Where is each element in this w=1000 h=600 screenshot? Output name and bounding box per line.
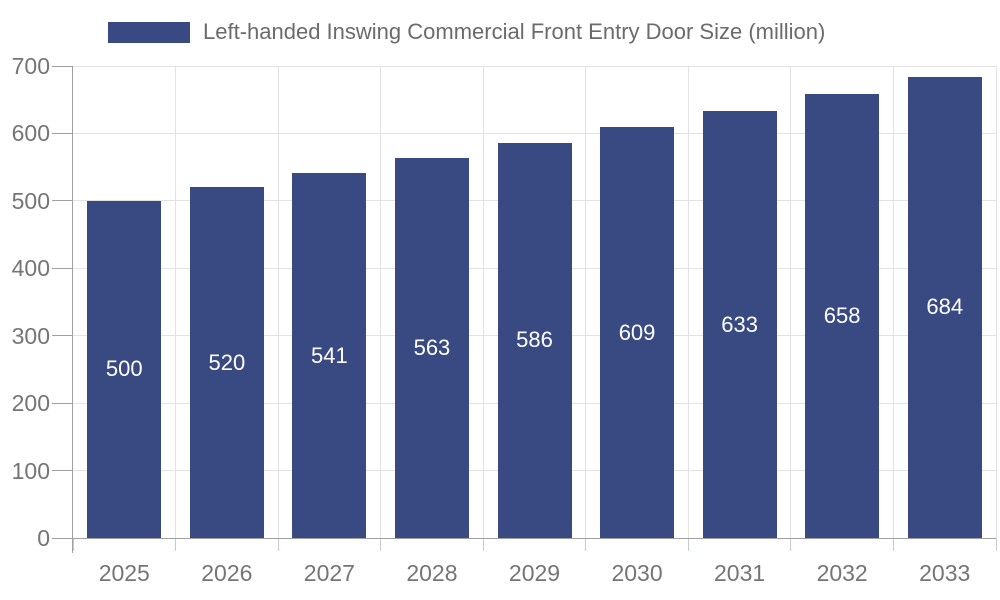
bar-value-label: 541 [311,342,348,368]
bar-value-label: 586 [516,327,553,353]
x-axis-tick [482,538,484,551]
x-axis-tick [995,538,997,551]
y-axis-tick [52,267,73,269]
y-axis-tick [52,335,73,337]
gridline-vertical [175,66,177,538]
x-tick-label: 2033 [919,560,971,586]
bar: 563 [394,158,469,538]
x-axis-tick [72,538,74,551]
bar: 609 [600,127,675,538]
x-axis-tick [585,538,587,551]
x-tick-label: 2026 [201,560,253,586]
bar-value-label: 684 [926,294,964,320]
gridline-vertical [687,66,689,538]
bar: 684 [907,76,982,538]
x-axis-line [52,537,996,539]
bar-value-label: 520 [208,349,246,375]
gridline-horizontal [73,132,996,134]
gridline-vertical [892,66,894,538]
x-tick-label: 2032 [816,560,868,586]
y-tick-label: 700 [11,53,50,79]
x-axis-tick [687,538,689,551]
bar: 586 [497,142,572,538]
y-tick-label: 600 [11,120,50,147]
gridline-vertical [585,66,587,538]
chart-legend: Left-handed Inswing Commercial Front Ent… [108,17,825,47]
gridline-vertical [277,66,279,538]
bar: 500 [87,200,162,538]
y-tick-label: 0 [37,525,50,551]
gridline-vertical [482,66,484,538]
x-axis-tick [380,538,382,551]
bar-value-label: 563 [413,335,451,361]
x-tick-label: 2029 [508,560,561,586]
bar: 520 [189,187,264,538]
bar-value-label: 658 [823,303,861,329]
gridline-vertical [790,66,792,538]
gridline-horizontal [73,65,996,67]
bar-value-label: 609 [618,319,656,345]
bar-value-label: 500 [105,356,143,382]
x-axis-tick [790,538,792,551]
y-tick-label: 100 [11,457,50,484]
bar: 658 [805,94,880,538]
y-axis-tick [52,200,73,202]
y-axis-tick [52,470,73,472]
y-tick-label: 200 [11,390,50,417]
x-axis-tick [892,538,894,551]
bar: 633 [702,111,777,538]
bar-value-label: 633 [721,311,758,337]
x-tick-label: 2025 [98,560,150,586]
legend-label: Left-handed Inswing Commercial Front Ent… [203,19,826,44]
y-axis-tick [52,132,73,134]
bar: 541 [292,173,367,538]
gridline-vertical [995,66,997,538]
y-axis-tick [52,402,73,404]
x-tick-label: 2030 [611,560,663,586]
y-axis-line [72,66,73,553]
legend-swatch [108,21,190,43]
x-tick-label: 2028 [406,560,458,586]
x-tick-label: 2027 [303,560,355,586]
y-tick-label: 300 [11,322,50,349]
y-axis-tick [52,65,73,67]
x-axis-tick [175,538,177,551]
y-tick-label: 400 [11,255,50,282]
x-axis-tick [277,538,279,551]
gridline-vertical [380,66,382,538]
x-tick-label: 2031 [714,560,766,586]
y-tick-label: 500 [11,187,50,214]
